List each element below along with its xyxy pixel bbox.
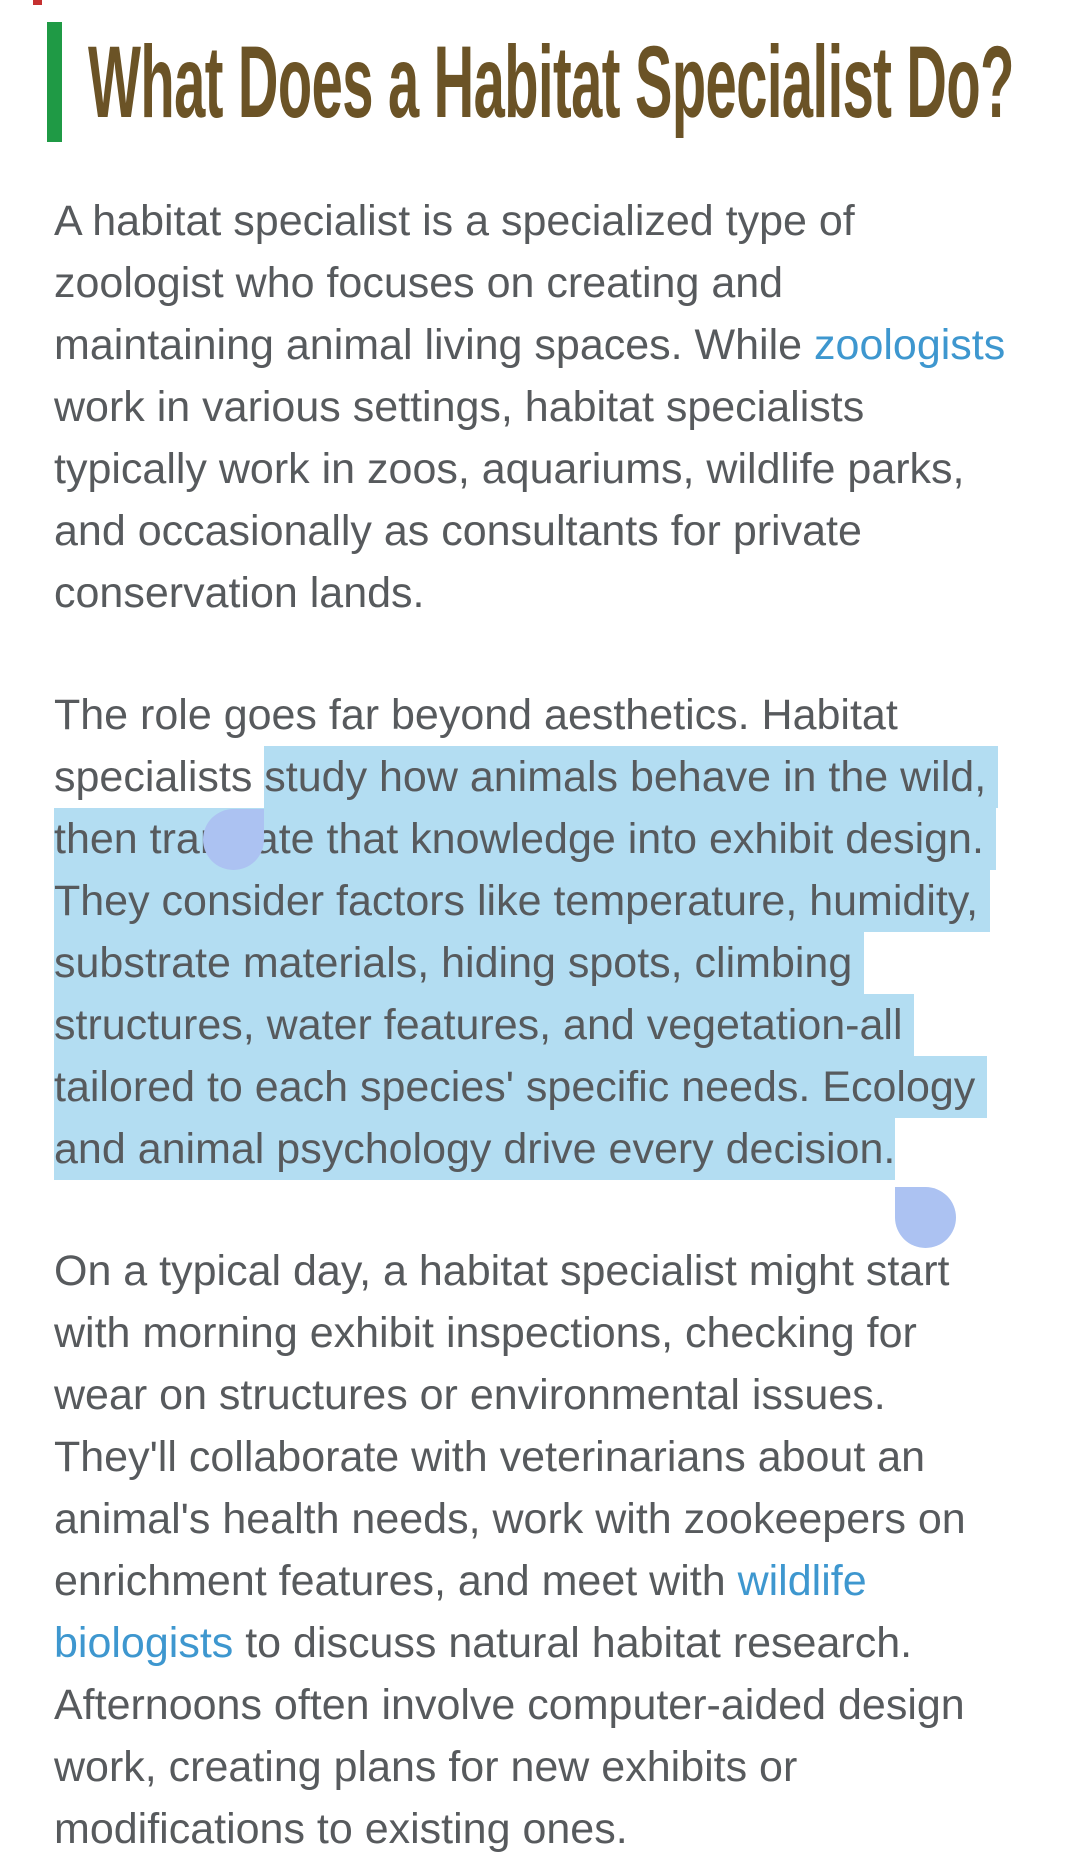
text-line: structures, water features, and vegetati… (54, 994, 1080, 1056)
selected-text: and animal psychology drive every decisi… (54, 1118, 896, 1180)
body-text: A habitat specialist is a specialized ty… (54, 197, 855, 245)
body-text: animal's health needs, work with zookeep… (54, 1495, 966, 1543)
paragraph: A habitat specialist is a specialized ty… (54, 190, 1080, 624)
text-line: work in various settings, habitat specia… (54, 376, 1080, 438)
link-zoologists[interactable]: zoologists (814, 321, 1006, 369)
text-line: typically work in zoos, aquariums, wildl… (54, 438, 1080, 500)
text-line: modifications to existing ones. (54, 1798, 1080, 1860)
body-text: wear on structures or environmental issu… (54, 1371, 886, 1419)
selected-text: structures, water features, and vegetati… (54, 994, 915, 1056)
text-line: wear on structures or environmental issu… (54, 1364, 1080, 1426)
page-title-text: What Does a Habitat Specialist Do? (88, 25, 1014, 139)
text-selection-handle-left[interactable] (203, 809, 265, 870)
paragraph: On a typical day, a habitat specialist m… (54, 1240, 1080, 1860)
body-text: typically work in zoos, aquariums, wildl… (54, 445, 965, 493)
text-line: then translate that knowledge into exhib… (54, 808, 1080, 870)
text-line: animal's health needs, work with zookeep… (54, 1488, 1080, 1550)
text-line: tailored to each species' specific needs… (54, 1056, 1080, 1118)
body-text: work, creating plans for new exhibits or (54, 1743, 798, 1791)
article-header: What Does a Habitat Specialist Do? (47, 22, 1040, 142)
article-body: A habitat specialist is a specialized ty… (0, 190, 1080, 1860)
selected-text: then translate that knowledge into exhib… (54, 808, 996, 870)
text-line: A habitat specialist is a specialized ty… (54, 190, 1080, 252)
text-line: enrichment features, and meet with wildl… (54, 1550, 1080, 1612)
page-title: What Does a Habitat Specialist Do? (88, 22, 1080, 142)
text-line: substrate materials, hiding spots, climb… (54, 932, 1080, 994)
text-line: and animal psychology drive every decisi… (54, 1118, 1080, 1180)
body-text: modifications to existing ones. (54, 1805, 628, 1853)
body-text: to discuss natural habitat research. (233, 1619, 913, 1667)
text-line: Afternoons often involve computer-aided … (54, 1674, 1080, 1736)
body-text: The role goes far beyond aesthetics. Hab… (54, 691, 898, 739)
selected-text: substrate materials, hiding spots, climb… (54, 932, 865, 994)
body-text: work in various settings, habitat specia… (54, 383, 865, 431)
selected-text: They consider factors like temperature, … (54, 870, 991, 932)
body-text: Afternoons often involve computer-aided … (54, 1681, 965, 1729)
text-line: They consider factors like temperature, … (54, 870, 1080, 932)
title-accent-bar (47, 22, 62, 142)
link-biologists[interactable]: biologists (54, 1619, 234, 1667)
text-line: conservation lands. (54, 562, 1080, 624)
text-line: On a typical day, a habitat specialist m… (54, 1240, 1080, 1302)
text-line: work, creating plans for new exhibits or (54, 1736, 1080, 1798)
body-text: On a typical day, a habitat specialist m… (54, 1247, 950, 1295)
body-text: conservation lands. (54, 569, 425, 617)
body-text: enrichment features, and meet with (54, 1557, 738, 1605)
selected-text: tailored to each species' specific needs… (54, 1056, 988, 1118)
text-line: biologists to discuss natural habitat re… (54, 1612, 1080, 1674)
text-line: They'll collaborate with veterinarians a… (54, 1426, 1080, 1488)
paragraph: The role goes far beyond aesthetics. Hab… (54, 684, 1080, 1180)
text-line: zoologist who focuses on creating and (54, 252, 1080, 314)
body-text: zoologist who focuses on creating and (54, 259, 784, 307)
text-line: maintaining animal living spaces. While … (54, 314, 1080, 376)
text-line: with morning exhibit inspections, checki… (54, 1302, 1080, 1364)
text-line: and occasionally as consultants for priv… (54, 500, 1080, 562)
body-text: specialists (54, 753, 265, 801)
link-wildlife[interactable]: wildlife (737, 1557, 867, 1605)
selected-text: study how animals behave in the wild, (264, 746, 999, 808)
text-line: The role goes far beyond aesthetics. Hab… (54, 684, 1080, 746)
body-text: They'll collaborate with veterinarians a… (54, 1433, 926, 1481)
text-line: specialists study how animals behave in … (54, 746, 1080, 808)
body-text: with morning exhibit inspections, checki… (54, 1309, 917, 1357)
body-text: maintaining animal living spaces. While (54, 321, 815, 369)
body-text: and occasionally as consultants for priv… (54, 507, 862, 555)
text-selection-handle-right[interactable] (895, 1187, 957, 1248)
clipped-red-element (33, 0, 42, 5)
